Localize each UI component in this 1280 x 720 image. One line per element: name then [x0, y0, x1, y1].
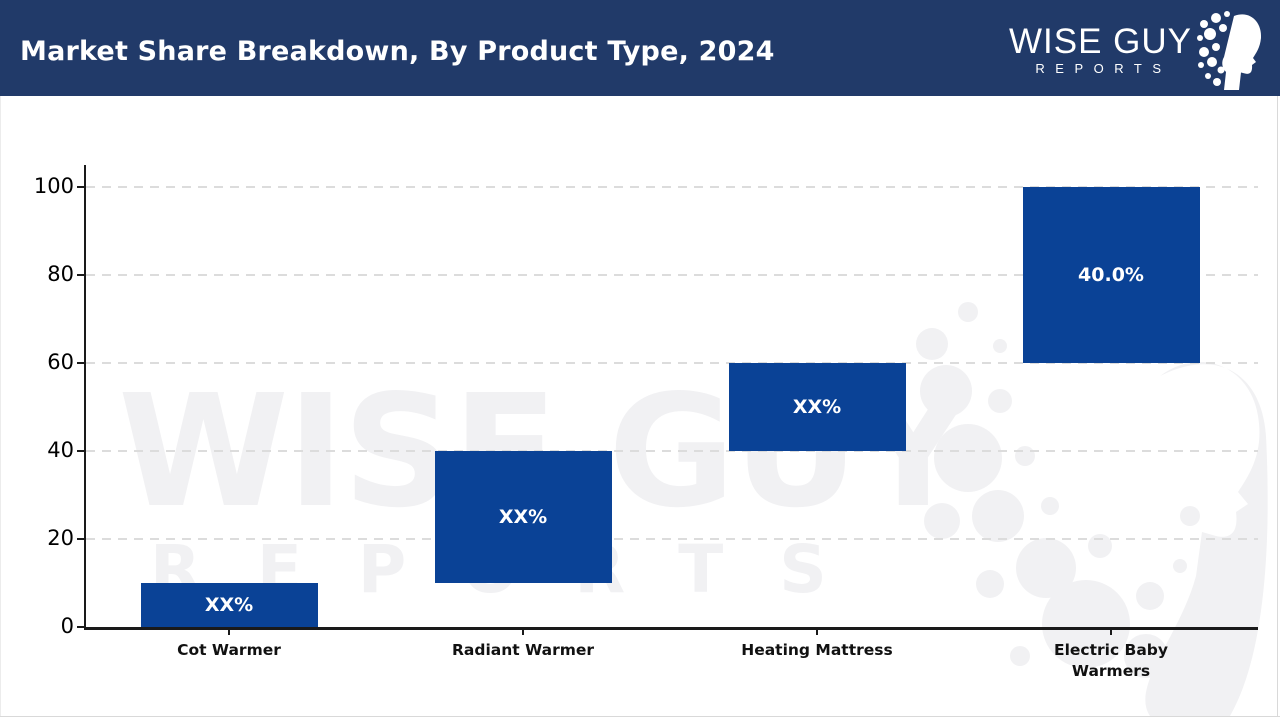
logo-wordmark: WISE GUY REPORTS	[1008, 22, 1192, 77]
x-category-label: Heating Mattress	[741, 641, 893, 659]
x-tick-3	[1110, 629, 1112, 635]
gridline-20	[86, 538, 1258, 540]
bar-radiant-warmer: XX%	[434, 451, 612, 583]
page-title: Market Share Breakdown, By Product Type,…	[20, 36, 775, 67]
bar-value-label: XX%	[204, 594, 254, 616]
y-tick-20	[77, 538, 84, 540]
bar-value-label: XX%	[792, 396, 842, 418]
logo-reports-text: REPORTS	[1035, 61, 1172, 76]
y-tick-40	[77, 450, 84, 452]
y-tick-80	[77, 274, 84, 276]
header-bar: Market Share Breakdown, By Product Type,…	[0, 0, 1280, 96]
x-axis-line	[84, 627, 1258, 630]
bar-electric-baby-warmers: 40.0%	[1022, 187, 1200, 363]
y-tick-label-40: 40	[47, 438, 74, 462]
logo-face-icon	[1197, 11, 1262, 90]
x-tick-0	[228, 629, 230, 635]
gridline-40	[86, 450, 1258, 452]
y-tick-label-20: 20	[47, 526, 74, 550]
frame-left-border	[0, 96, 1, 717]
y-tick-100	[77, 186, 84, 188]
waterfall-chart: 0 20 40 60 80 100 XX% Cot Warmer XX% Radiant Warm…	[0, 96, 1280, 716]
bar-cot-warmer: XX%	[140, 583, 318, 627]
x-category-label: Radiant Warmer	[451, 641, 595, 659]
frame-bottom-border	[0, 716, 1280, 717]
x-tick-1	[522, 629, 524, 635]
x-category-label: Cot Warmer	[177, 641, 281, 659]
y-tick-label-80: 80	[47, 262, 74, 286]
x-tick-2	[816, 629, 818, 635]
bar-value-label: 40.0%	[1078, 264, 1144, 286]
y-tick-0	[77, 626, 84, 628]
bar-heating-mattress: XX%	[728, 363, 906, 451]
frame-right-border	[1277, 96, 1278, 717]
y-axis-line	[84, 165, 86, 629]
y-tick-60	[77, 362, 84, 364]
gridline-60	[86, 362, 1258, 364]
wise-guy-reports-logo: WISE GUY REPORTS	[1008, 6, 1262, 92]
x-category-label: Electric Baby Warmers	[1053, 641, 1169, 680]
logo-wise-guy-text: WISE GUY	[1008, 22, 1192, 61]
y-tick-label-100: 100	[33, 174, 74, 198]
y-tick-label-0: 0	[60, 614, 74, 638]
gridline-80	[86, 274, 1258, 276]
y-tick-label-60: 60	[47, 350, 74, 374]
bar-value-label: XX%	[498, 506, 548, 528]
gridline-100	[86, 186, 1258, 188]
